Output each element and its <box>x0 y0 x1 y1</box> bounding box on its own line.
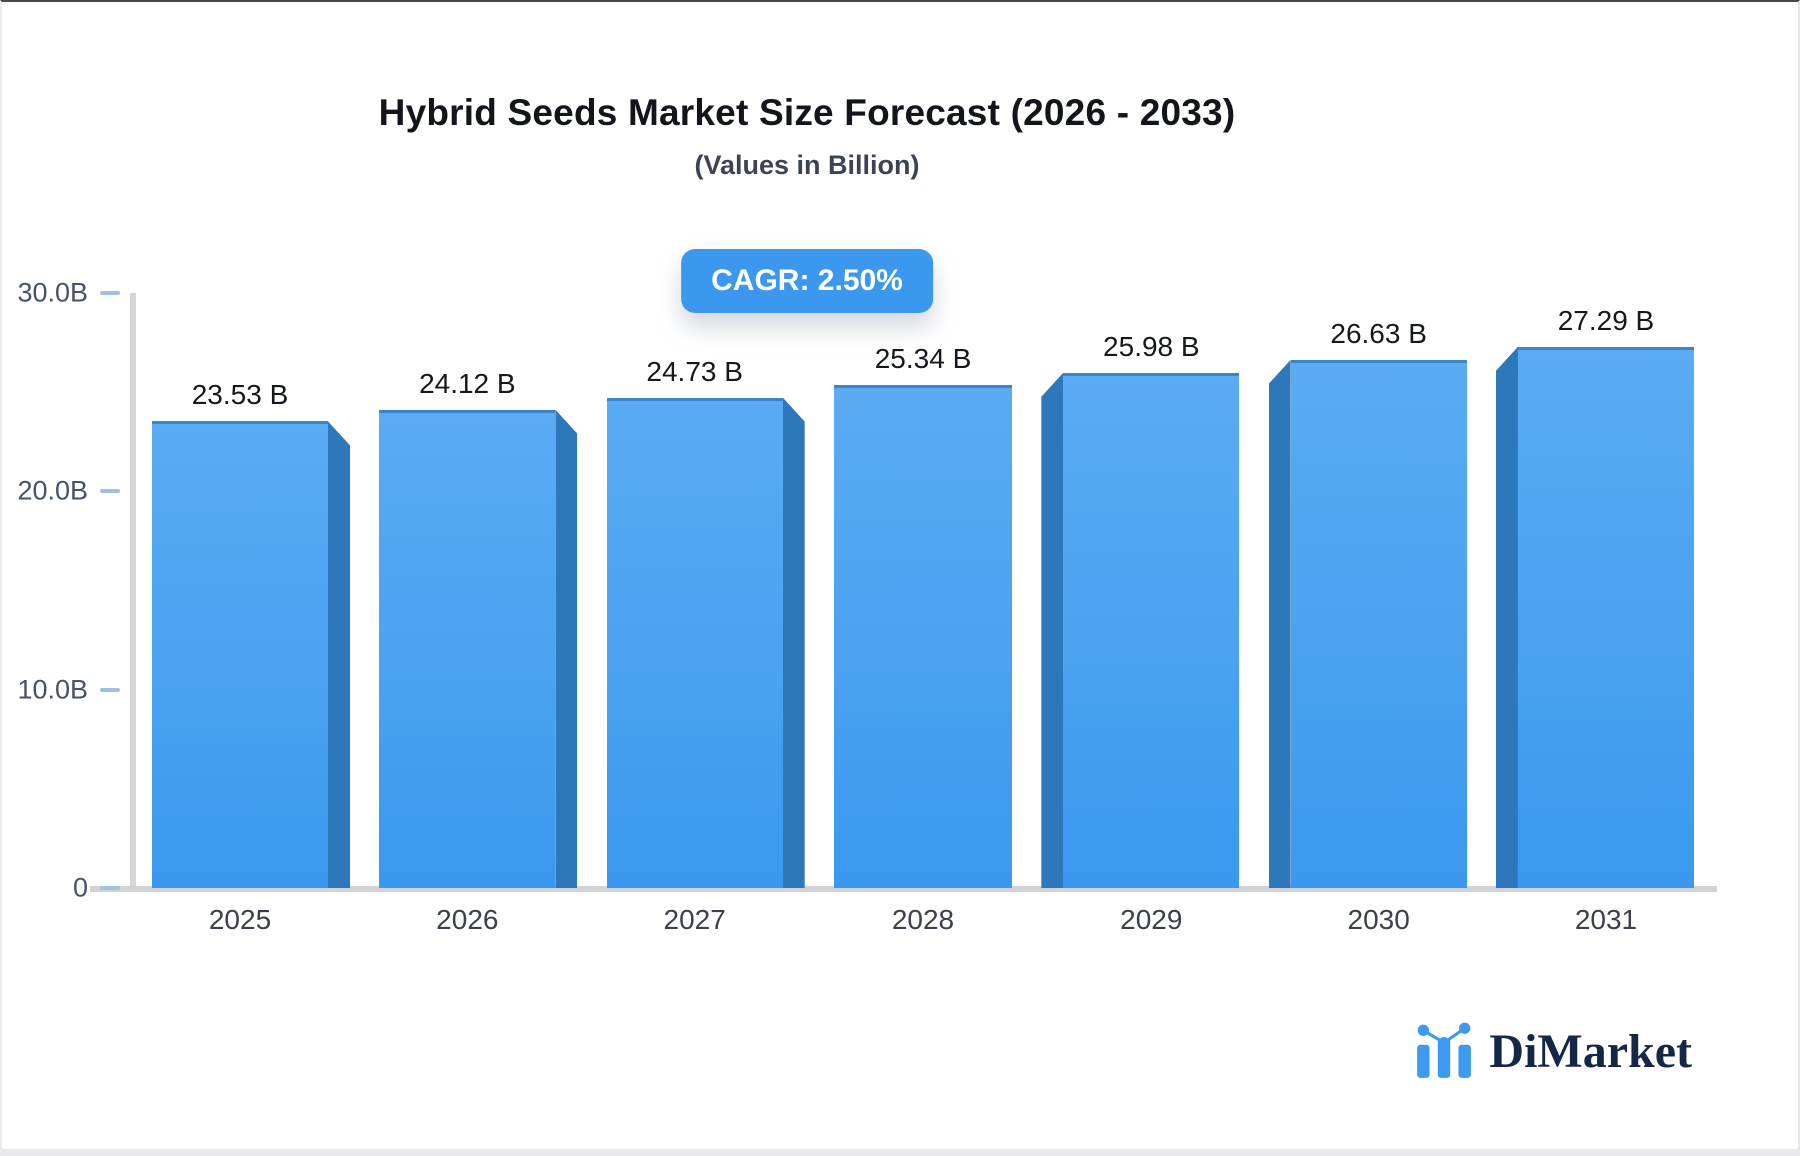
bar-group-2030: 26.63 B 2030 <box>1268 318 1467 935</box>
x-axis-label-2027: 2027 <box>663 904 726 935</box>
y-axis-tick-0 <box>100 886 120 890</box>
cagr-badge: CAGR: 2.50% <box>681 249 933 313</box>
bar-side-2026 <box>555 409 578 888</box>
bar-value-label-2025: 23.53 B <box>191 379 289 411</box>
bar-group-2025: 23.53 B 2025 <box>152 379 350 935</box>
bar-2029 <box>1063 372 1240 888</box>
y-axis-tick-30 <box>100 291 120 295</box>
bar-2027 <box>606 397 783 888</box>
bar-value-label-2029: 25.98 B <box>1103 330 1200 362</box>
bar-value-label-2027: 24.73 B <box>646 355 743 387</box>
bar-value-label-2026: 24.12 B <box>419 367 516 399</box>
bar-side-2027 <box>782 397 805 888</box>
brand-name: DiMarket <box>1489 1024 1692 1078</box>
y-axis-line <box>130 293 136 888</box>
x-axis-label-2025: 2025 <box>208 904 272 935</box>
x-axis-line <box>90 886 1717 892</box>
bar-value-label-2028: 25.34 B <box>874 343 972 375</box>
x-axis-label-2028: 2028 <box>891 904 955 935</box>
chart-header: Hybrid Seeds Market Size Forecast (2026 … <box>2 92 1612 181</box>
bar-side-2025 <box>328 421 350 888</box>
brand-logo: DiMarket <box>1413 1022 1692 1080</box>
bar-group-2029: 25.98 B 2029 <box>1041 331 1240 935</box>
x-axis-label-2031: 2031 <box>1574 904 1638 935</box>
y-axis-label-0: 0 <box>72 872 88 903</box>
x-axis-label-2030: 2030 <box>1347 904 1410 935</box>
y-axis-label-10: 10.0B <box>17 674 88 705</box>
y-axis-label-20: 20.0B <box>17 475 88 506</box>
x-axis-label-2029: 2029 <box>1120 904 1183 935</box>
brand-logo-icon <box>1417 1022 1472 1078</box>
bar-2028 <box>833 385 1012 888</box>
bar-side-2030 <box>1268 359 1291 888</box>
x-axis-label-2026: 2026 <box>436 904 499 935</box>
bar-2031 <box>1517 346 1694 888</box>
chart-subtitle: (Values in Billion) <box>694 150 920 180</box>
bar-group-2028: 25.34 B 2028 <box>833 343 1012 935</box>
bar-2025 <box>152 421 328 888</box>
bar-value-label-2031: 27.29 B <box>1557 304 1655 336</box>
y-axis-tick-10 <box>100 687 120 692</box>
bar-group-2027: 24.73 B 2027 <box>606 356 805 935</box>
bar-2030 <box>1290 359 1467 888</box>
y-axis-label-30: 30.0B <box>17 277 88 308</box>
bars-container: 23.53 B 2025 24.12 B 2026 24.73 B 2027 25.34 B… <box>152 293 1694 935</box>
bar-2026 <box>379 409 556 888</box>
chart-title: Hybrid Seeds Market Size Forecast (2026 … <box>378 92 1236 133</box>
bar-side-2029 <box>1041 372 1064 888</box>
y-axis-tick-20 <box>100 489 120 494</box>
bar-side-2031 <box>1495 346 1518 888</box>
bar-value-label-2030: 26.63 B <box>1330 317 1427 349</box>
bar-group-2026: 24.12 B 2026 <box>379 368 578 935</box>
bar-group-2031: 27.29 B 2031 <box>1495 305 1694 935</box>
